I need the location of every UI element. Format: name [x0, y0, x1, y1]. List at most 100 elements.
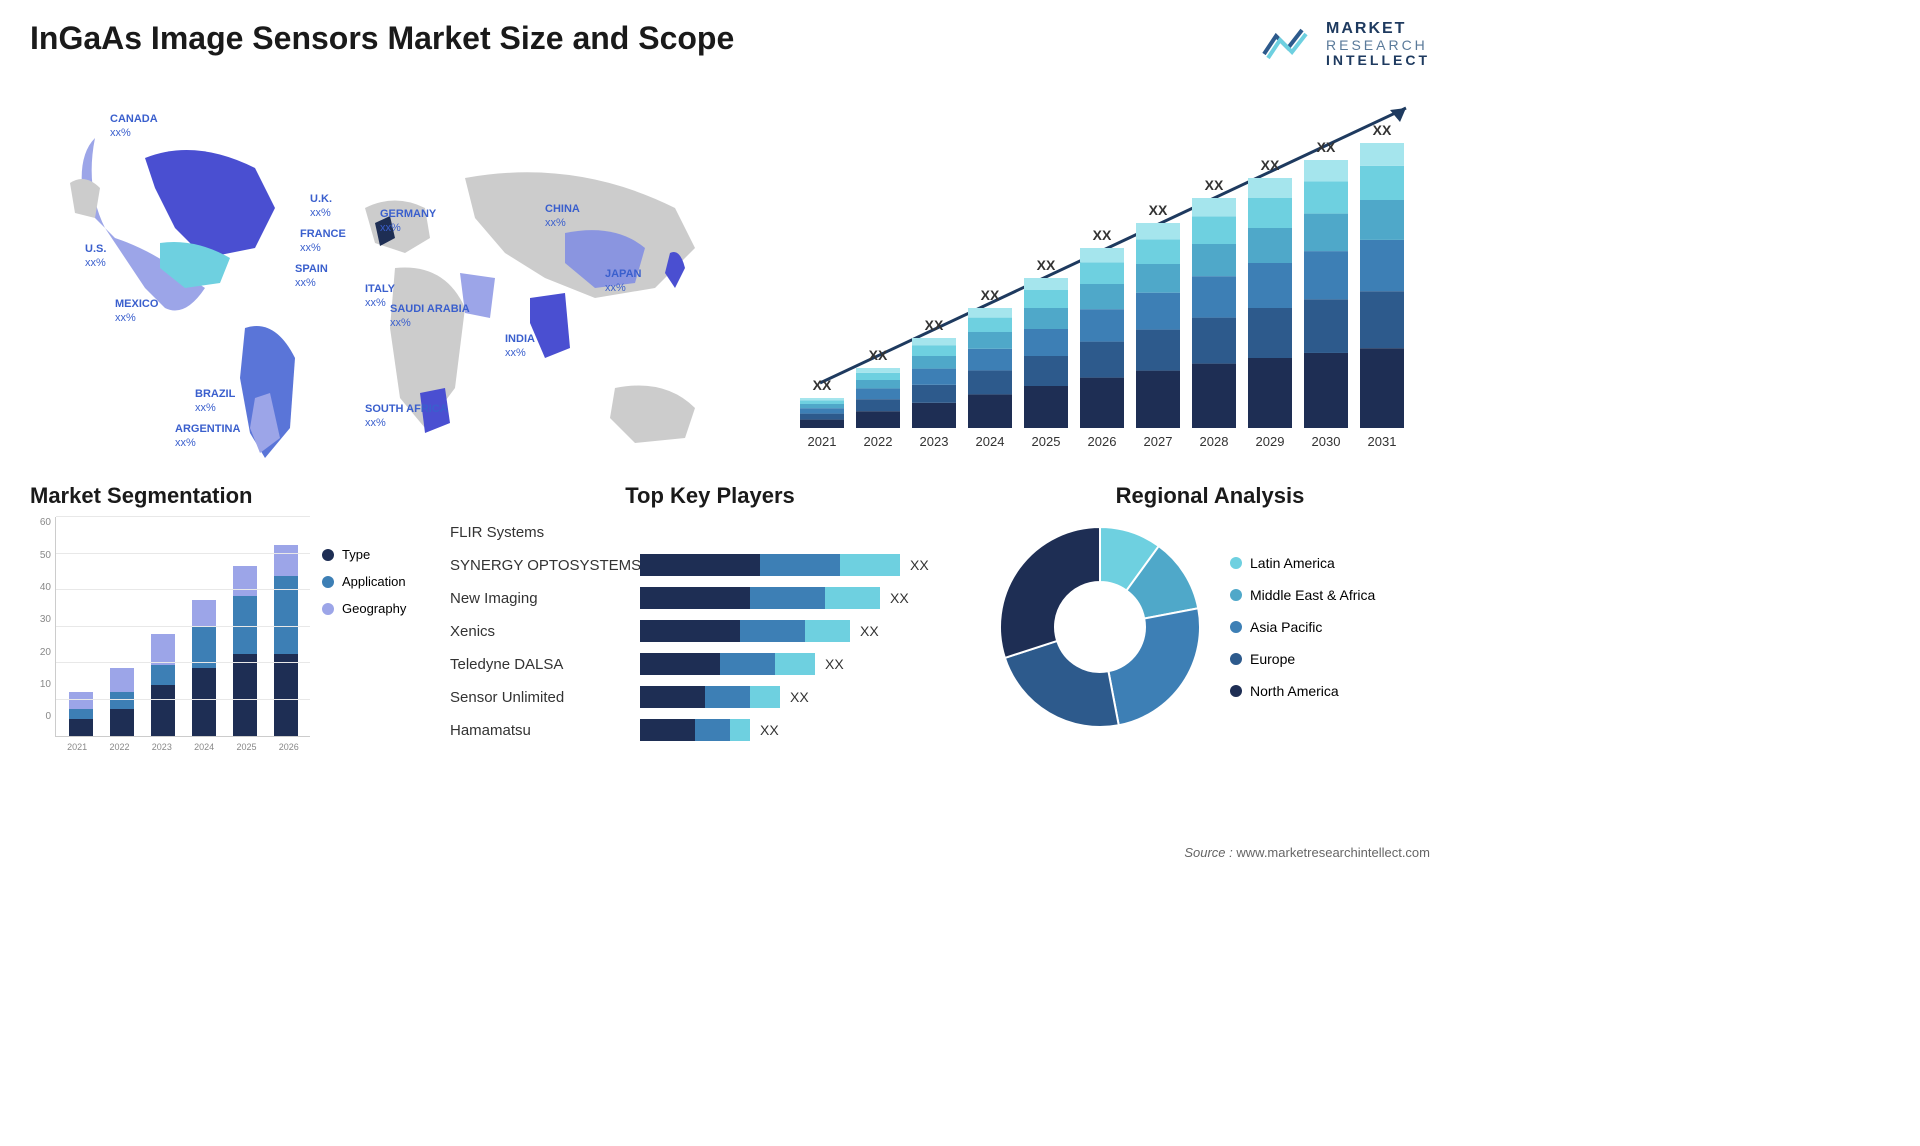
- big-chart-value: XX: [1261, 157, 1280, 173]
- map-label-china: CHINAxx%: [545, 203, 580, 229]
- seg-xtick: 2025: [236, 742, 256, 752]
- big-chart-bar-segment: [1304, 251, 1348, 299]
- big-chart-bar-segment: [1248, 263, 1292, 308]
- seg-ytick: 10: [30, 679, 51, 690]
- regional-panel: Regional Analysis Latin AmericaMiddle Ea…: [990, 483, 1430, 763]
- big-chart-bar-segment: [1080, 378, 1124, 428]
- big-chart-year: 2031: [1368, 434, 1397, 449]
- big-chart-year: 2030: [1312, 434, 1341, 449]
- big-chart-year: 2025: [1032, 434, 1061, 449]
- player-name: Teledyne DALSA: [450, 656, 640, 673]
- big-chart-bar-segment: [1080, 284, 1124, 309]
- big-chart-value: XX: [1373, 122, 1392, 138]
- big-chart-bar-segment: [856, 368, 900, 373]
- map-label-france: FRANCExx%: [300, 228, 346, 254]
- big-chart-value: XX: [1037, 257, 1056, 273]
- big-chart-bar-segment: [1304, 214, 1348, 252]
- big-chart-bar-segment: [1024, 329, 1068, 356]
- seg-xtick: 2024: [194, 742, 214, 752]
- player-row: FLIR Systems: [450, 517, 970, 547]
- map-label-spain: SPAINxx%: [295, 263, 328, 289]
- big-chart-bar-segment: [1136, 371, 1180, 428]
- world-map-panel: CANADAxx%U.S.xx%MEXICOxx%BRAZILxx%ARGENT…: [30, 88, 780, 468]
- map-label-southafrica: SOUTH AFRICAxx%: [365, 403, 448, 429]
- regional-title: Regional Analysis: [990, 483, 1430, 509]
- big-chart-bar-segment: [912, 369, 956, 385]
- big-chart-value: XX: [1205, 177, 1224, 193]
- big-chart-bar-segment: [1304, 160, 1348, 181]
- big-chart-bar-segment: [1192, 277, 1236, 318]
- player-row: Teledyne DALSAXX: [450, 649, 970, 679]
- big-chart-year: 2023: [920, 434, 949, 449]
- market-size-chart: XX2021XX2022XX2023XX2024XX2025XX2026XX20…: [780, 88, 1430, 468]
- source-attribution: Source : www.marketresearchintellect.com: [1184, 845, 1430, 860]
- player-name: FLIR Systems: [450, 524, 640, 541]
- donut-slice: [1005, 641, 1119, 727]
- big-chart-bar-segment: [1248, 228, 1292, 263]
- big-chart-bar-segment: [1192, 244, 1236, 276]
- seg-xtick: 2023: [152, 742, 172, 752]
- player-bar: [640, 719, 750, 741]
- big-chart-bar-segment: [800, 398, 844, 400]
- seg-ytick: 30: [30, 614, 51, 625]
- regional-legend-item: Europe: [1230, 651, 1430, 667]
- big-chart-value: XX: [981, 287, 1000, 303]
- map-label-canada: CANADAxx%: [110, 113, 158, 139]
- player-bar: [640, 587, 880, 609]
- big-chart-year: 2021: [808, 434, 837, 449]
- big-chart-bar-segment: [1080, 342, 1124, 378]
- player-value: XX: [790, 689, 809, 705]
- seg-ytick: 0: [30, 711, 51, 722]
- big-chart-bar-segment: [1136, 330, 1180, 371]
- player-value: XX: [890, 590, 909, 606]
- big-chart-bar-segment: [1136, 264, 1180, 293]
- big-chart-bar-segment: [1304, 182, 1348, 214]
- big-chart-bar-segment: [1192, 364, 1236, 428]
- big-chart-bar-segment: [1024, 290, 1068, 308]
- logo-icon: [1262, 24, 1318, 64]
- big-chart-bar-segment: [912, 338, 956, 345]
- big-chart-year: 2026: [1088, 434, 1117, 449]
- big-chart-bar-segment: [1360, 200, 1404, 240]
- big-chart-bar-segment: [1248, 358, 1292, 428]
- regional-legend-item: Middle East & Africa: [1230, 587, 1430, 603]
- big-chart-bar-segment: [1192, 198, 1236, 216]
- big-chart-bar-segment: [800, 404, 844, 408]
- donut-slice: [1108, 609, 1200, 726]
- big-chart-bar-segment: [968, 395, 1012, 429]
- player-row: New Imaging XX: [450, 583, 970, 613]
- big-chart-bar-segment: [800, 409, 844, 414]
- big-chart-bar-segment: [800, 401, 844, 405]
- big-chart-bar-segment: [1080, 310, 1124, 342]
- seg-xtick: 2021: [67, 742, 87, 752]
- seg-xtick: 2026: [279, 742, 299, 752]
- big-chart-bar-segment: [968, 318, 1012, 332]
- big-chart-bar-segment: [1024, 386, 1068, 428]
- big-chart-value: XX: [869, 347, 888, 363]
- big-chart-bar-segment: [1136, 240, 1180, 265]
- donut-slice: [1000, 527, 1100, 658]
- player-bar: [640, 653, 815, 675]
- player-value: XX: [910, 557, 929, 573]
- player-value: XX: [760, 722, 779, 738]
- big-chart-year: 2024: [976, 434, 1005, 449]
- big-chart-bar-segment: [800, 414, 844, 420]
- big-chart-bar-segment: [1360, 166, 1404, 200]
- player-name: New Imaging: [450, 590, 640, 607]
- big-chart-bar-segment: [1360, 292, 1404, 349]
- big-chart-bar-segment: [1248, 198, 1292, 228]
- seg-legend-item: Type: [322, 547, 430, 562]
- player-name: Sensor Unlimited: [450, 689, 640, 706]
- big-chart-bar-segment: [968, 332, 1012, 349]
- seg-ytick: 50: [30, 550, 51, 561]
- big-chart-bar-segment: [968, 349, 1012, 371]
- seg-xtick: 2022: [109, 742, 129, 752]
- map-label-us: U.S.xx%: [85, 243, 106, 269]
- big-chart-bar-segment: [1304, 300, 1348, 354]
- big-chart-bar-segment: [1024, 278, 1068, 290]
- seg-bar: [274, 545, 298, 736]
- logo-text-1: MARKET: [1326, 20, 1430, 38]
- regional-donut: [990, 517, 1210, 737]
- big-chart-bar-segment: [912, 403, 956, 428]
- big-chart-bar-segment: [1080, 263, 1124, 285]
